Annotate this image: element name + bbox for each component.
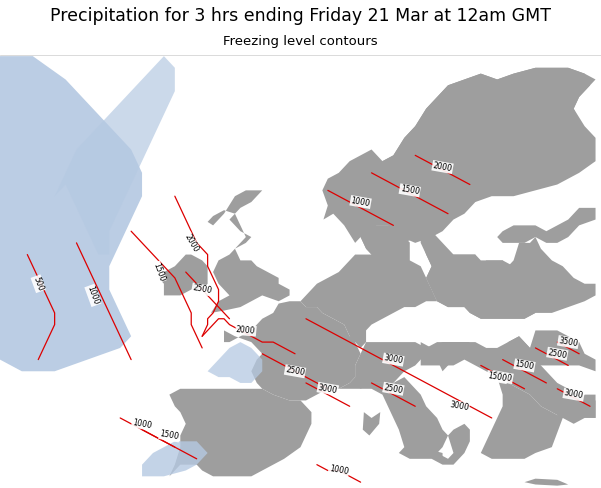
Text: 3000: 3000 bbox=[448, 400, 469, 412]
Text: 2500: 2500 bbox=[192, 284, 213, 296]
Polygon shape bbox=[557, 395, 596, 418]
Text: 2000: 2000 bbox=[236, 325, 256, 336]
Text: Precipitation for 3 hrs ending Friday 21 Mar at 12am GMT: Precipitation for 3 hrs ending Friday 21… bbox=[50, 7, 551, 25]
Polygon shape bbox=[0, 56, 142, 371]
Polygon shape bbox=[497, 208, 596, 243]
Text: 1500: 1500 bbox=[514, 359, 535, 371]
Polygon shape bbox=[421, 225, 596, 319]
Polygon shape bbox=[322, 68, 590, 243]
Text: 3500: 3500 bbox=[558, 336, 579, 348]
Text: 1000: 1000 bbox=[350, 196, 371, 208]
Polygon shape bbox=[339, 342, 470, 389]
Text: 1000: 1000 bbox=[85, 285, 100, 306]
Polygon shape bbox=[525, 479, 568, 486]
Polygon shape bbox=[350, 377, 470, 465]
Text: 3000: 3000 bbox=[383, 353, 404, 366]
Text: 2500: 2500 bbox=[383, 383, 404, 395]
Polygon shape bbox=[159, 255, 207, 295]
Text: 3000: 3000 bbox=[563, 388, 584, 401]
Text: 1500: 1500 bbox=[151, 262, 166, 283]
Text: 500: 500 bbox=[31, 275, 45, 292]
Polygon shape bbox=[207, 190, 290, 313]
Polygon shape bbox=[55, 56, 175, 255]
Polygon shape bbox=[207, 342, 262, 383]
Polygon shape bbox=[421, 336, 596, 424]
Text: 3000: 3000 bbox=[317, 383, 338, 395]
Polygon shape bbox=[421, 225, 535, 319]
Text: 2500: 2500 bbox=[285, 365, 305, 377]
Text: 2000: 2000 bbox=[432, 161, 453, 173]
Text: 1500: 1500 bbox=[159, 429, 180, 442]
Polygon shape bbox=[382, 68, 596, 202]
Polygon shape bbox=[502, 330, 596, 371]
Polygon shape bbox=[481, 377, 563, 459]
Polygon shape bbox=[361, 225, 410, 255]
Text: 2500: 2500 bbox=[492, 371, 513, 383]
Text: 1500: 1500 bbox=[400, 184, 420, 197]
Text: 1000: 1000 bbox=[132, 418, 153, 430]
Polygon shape bbox=[300, 225, 437, 348]
Polygon shape bbox=[224, 301, 361, 401]
Text: 1500: 1500 bbox=[487, 371, 507, 383]
Text: 2500: 2500 bbox=[547, 347, 567, 360]
Polygon shape bbox=[363, 412, 380, 435]
Text: 1000: 1000 bbox=[328, 465, 349, 477]
Text: Freezing level contours: Freezing level contours bbox=[223, 35, 378, 48]
Text: 2000: 2000 bbox=[183, 232, 200, 254]
Polygon shape bbox=[410, 447, 442, 459]
Polygon shape bbox=[142, 441, 207, 476]
Polygon shape bbox=[169, 389, 311, 476]
